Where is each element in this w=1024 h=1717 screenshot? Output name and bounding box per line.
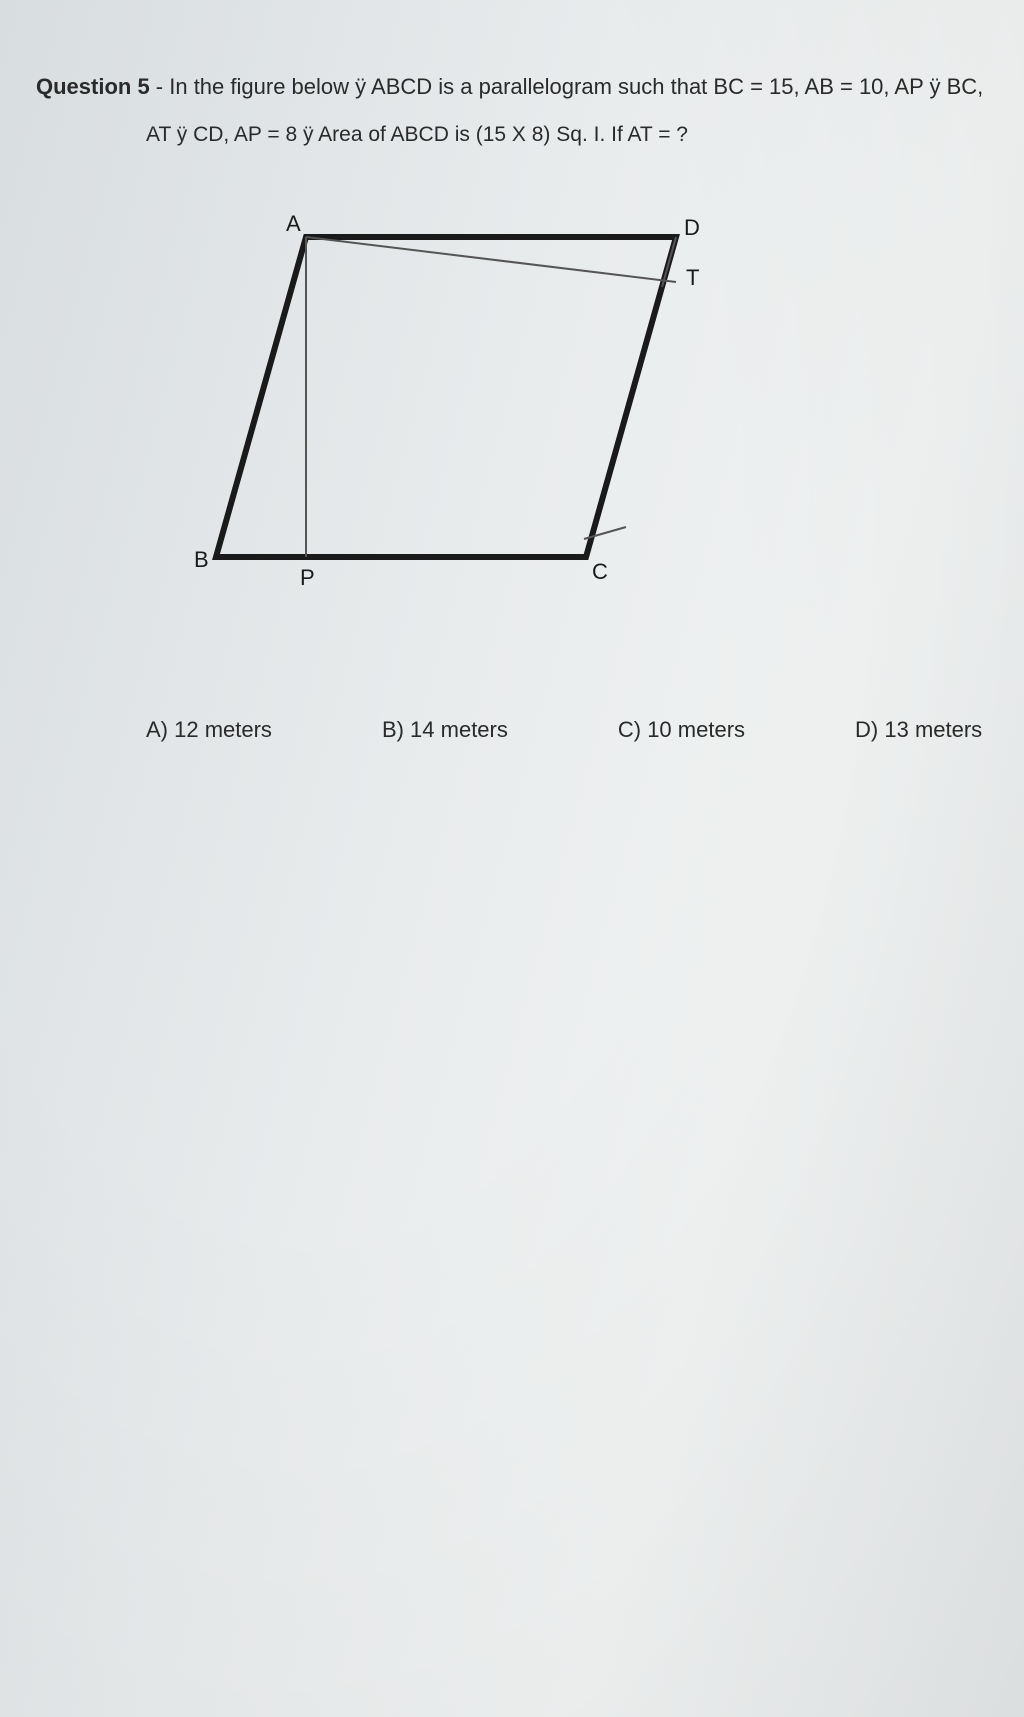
label-D: D: [684, 215, 700, 240]
label-C: C: [592, 559, 608, 584]
dc-extension: [662, 237, 676, 287]
question-page: Question 5 - In the figure below ÿ ABCD …: [0, 0, 1024, 1717]
option-a[interactable]: A) 12 meters: [146, 717, 272, 743]
question-given: AT ÿ CD, AP = 8 ÿ Area of ABCD is (15 X …: [146, 123, 984, 147]
option-c[interactable]: C) 10 meters: [618, 717, 745, 743]
question-prompt: Question 5 - In the figure below ÿ ABCD …: [36, 70, 984, 103]
question-text: - In the figure below ÿ ABCD is a parall…: [150, 74, 984, 99]
segment-AT: [306, 237, 676, 282]
answer-options: A) 12 meters B) 14 meters C) 10 meters D…: [146, 717, 984, 743]
parallelogram-outline: [216, 237, 676, 557]
label-B: B: [194, 547, 209, 572]
label-A: A: [286, 211, 301, 236]
label-T: T: [686, 265, 699, 290]
question-number: Question 5: [36, 74, 150, 99]
option-b[interactable]: B) 14 meters: [382, 717, 508, 743]
figure-container: A D B C P T: [36, 197, 984, 627]
parallelogram-figure: A D B C P T: [186, 207, 746, 627]
option-d[interactable]: D) 13 meters: [855, 717, 982, 743]
label-P: P: [300, 565, 315, 590]
